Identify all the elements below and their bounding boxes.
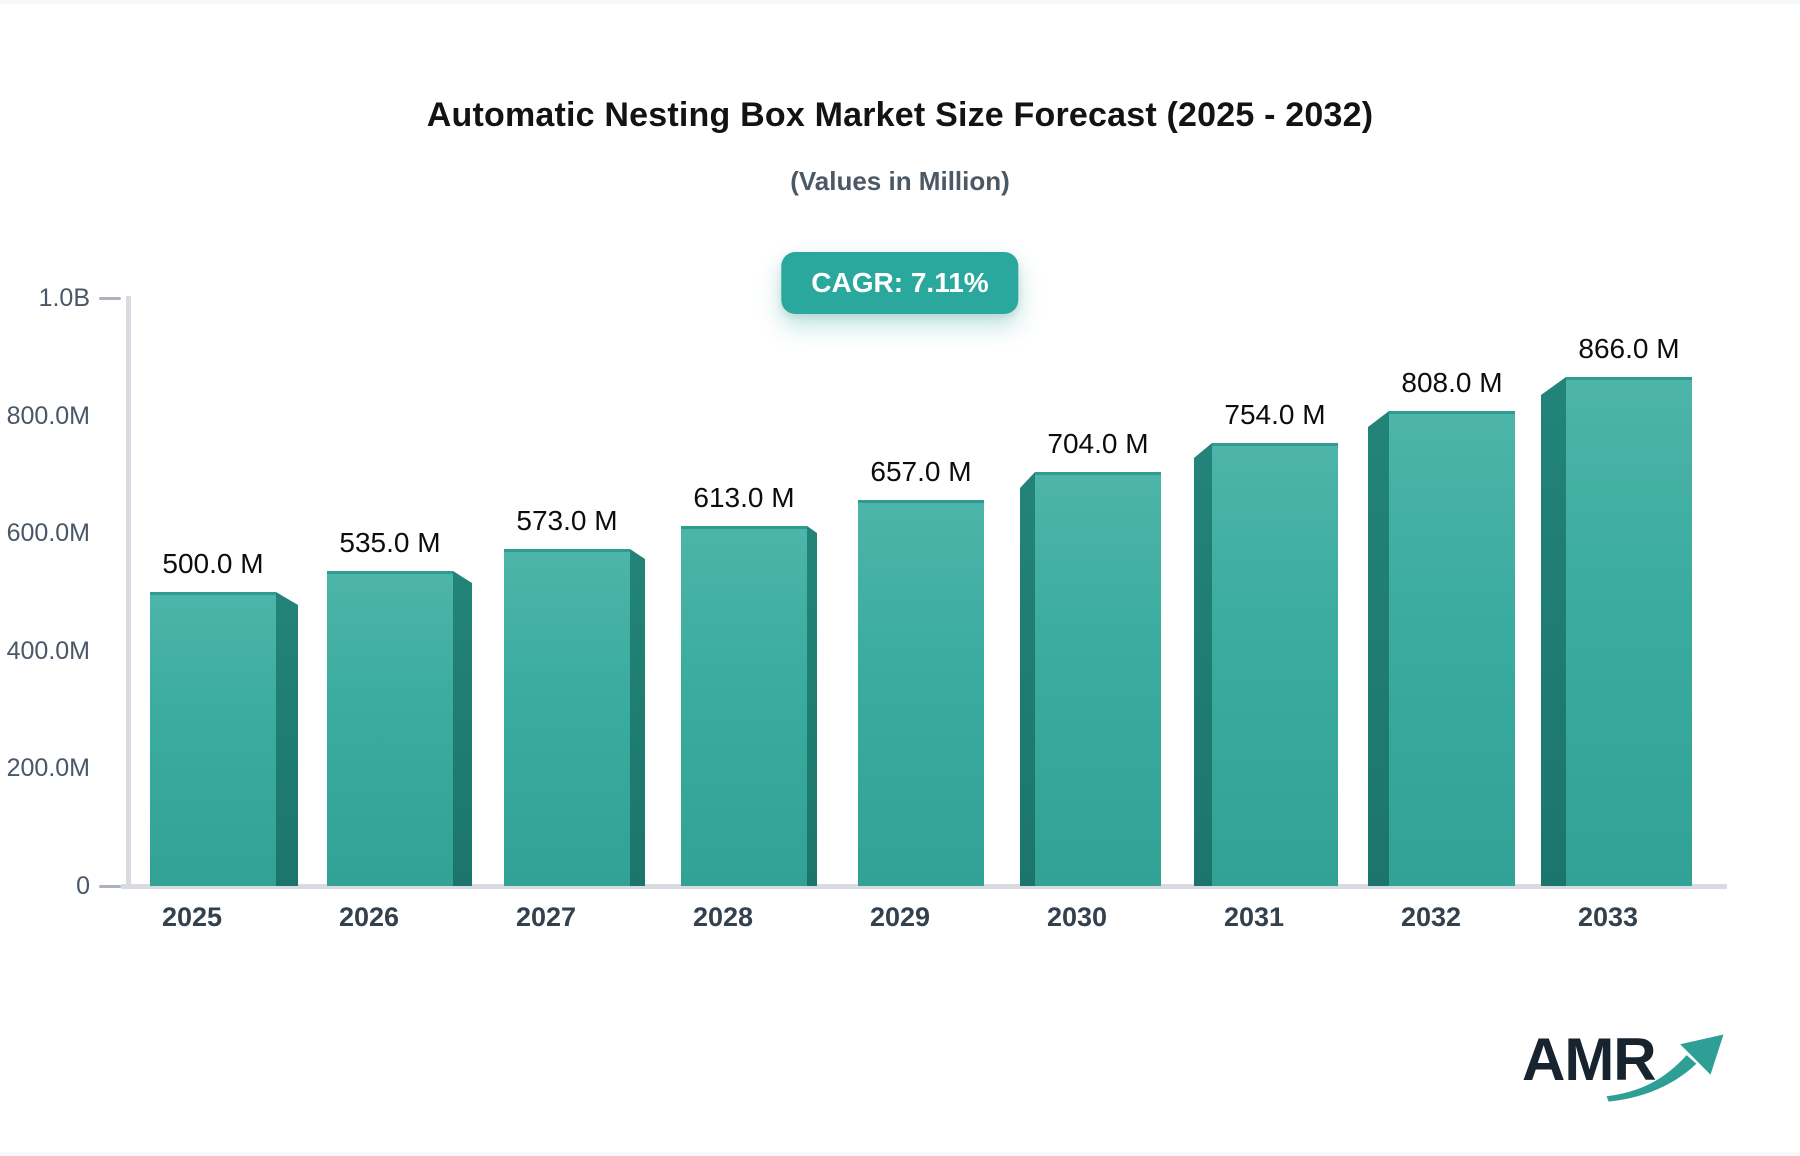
x-tick-label: 2027 (515, 902, 577, 932)
bar-value-label: 613.0 M (693, 482, 795, 513)
bar-side (1368, 411, 1389, 886)
x-tick-label: 2026 (338, 902, 400, 932)
cagr-badge: CAGR: 7.11% (781, 252, 1019, 314)
bar-side (807, 526, 817, 886)
page-top-edge (0, 0, 1800, 4)
bar-face (1035, 472, 1161, 886)
bar-face (1389, 411, 1515, 886)
amr-logo-text: AMR (1522, 1026, 1657, 1093)
y-tick-label: 1.0B (38, 284, 90, 312)
x-tick-label: 2025 (161, 902, 223, 932)
bar-side (1020, 472, 1035, 886)
bar-face (1212, 443, 1338, 886)
y-tick-label: 200.0M (6, 754, 90, 783)
bar-value-label: 500.0 M (162, 548, 264, 579)
bar-side (1194, 443, 1212, 886)
x-axis-baseline (121, 884, 1727, 889)
bar-value-label: 573.0 M (516, 505, 618, 536)
bar-face (504, 549, 630, 886)
x-tick-label: 2033 (1577, 902, 1639, 932)
y-tick-label: 400.0M (6, 636, 90, 665)
bar-face (1566, 377, 1692, 886)
bar-side (1541, 377, 1566, 886)
chart-title: Automatic Nesting Box Market Size Foreca… (426, 96, 1374, 134)
bar-side (276, 592, 298, 886)
bar-value-label: 808.0 M (1401, 367, 1503, 398)
x-tick-label: 2028 (692, 902, 754, 932)
bar-value-label: 657.0 M (870, 456, 972, 487)
bar-face (327, 571, 453, 886)
x-tick-label: 2031 (1223, 902, 1285, 932)
bar-value-label: 866.0 M (1578, 333, 1680, 364)
y-tick-label: 600.0M (6, 519, 90, 548)
bar-face (681, 526, 807, 886)
bar-face (150, 592, 276, 886)
bar-value-label: 754.0 M (1224, 399, 1326, 430)
bar-side (630, 549, 645, 886)
growth-arrow-icon (1606, 1034, 1724, 1102)
x-tick-label: 2030 (1046, 902, 1108, 932)
y-tick-label: 800.0M (6, 401, 90, 430)
y-tick-label: 0 (76, 872, 90, 900)
bar-value-label: 704.0 M (1047, 428, 1149, 459)
chart-subtitle: (Values in Million) (790, 166, 1010, 196)
x-tick-label: 2029 (869, 902, 931, 932)
amr-logo: AMR (1522, 1030, 1792, 1120)
bar-side (453, 571, 472, 886)
page-bottom-edge (0, 1152, 1800, 1156)
y-tick-dash (99, 885, 121, 888)
y-tick-dash (99, 297, 121, 300)
bar-value-label: 535.0 M (339, 527, 441, 558)
x-tick-label: 2032 (1400, 902, 1462, 932)
y-axis-line (126, 296, 131, 886)
bar-face (858, 500, 984, 886)
